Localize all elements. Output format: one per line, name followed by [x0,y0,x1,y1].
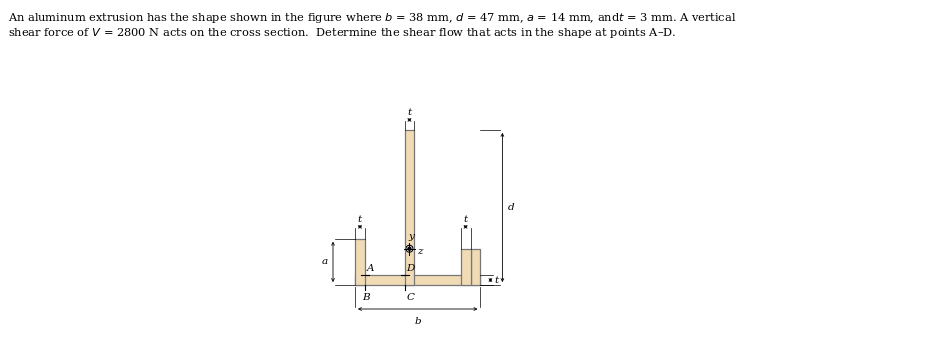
Text: t: t [494,276,498,285]
Text: t: t [358,215,362,224]
Text: y: y [409,232,414,241]
Bar [461,249,470,285]
Bar [470,249,480,285]
Text: d: d [508,203,514,212]
Circle shape [408,247,411,250]
Text: t: t [464,215,467,224]
Text: t: t [408,108,411,117]
Bar [355,239,365,285]
Text: a: a [322,257,328,267]
Text: D: D [407,264,415,273]
Text: C: C [407,293,414,302]
Text: shear force of $V$ = 2800 N acts on the cross section.  Determine the shear flow: shear force of $V$ = 2800 N acts on the … [8,26,676,40]
Text: b: b [414,317,421,326]
Text: A: A [367,264,374,273]
Bar [355,275,480,285]
Bar [405,130,414,285]
Text: An aluminum extrusion has the shape shown in the figure where $b$ = 38 mm, $d$ =: An aluminum extrusion has the shape show… [8,11,736,25]
Circle shape [406,245,413,252]
Text: z: z [417,247,423,256]
Text: B: B [362,293,369,302]
